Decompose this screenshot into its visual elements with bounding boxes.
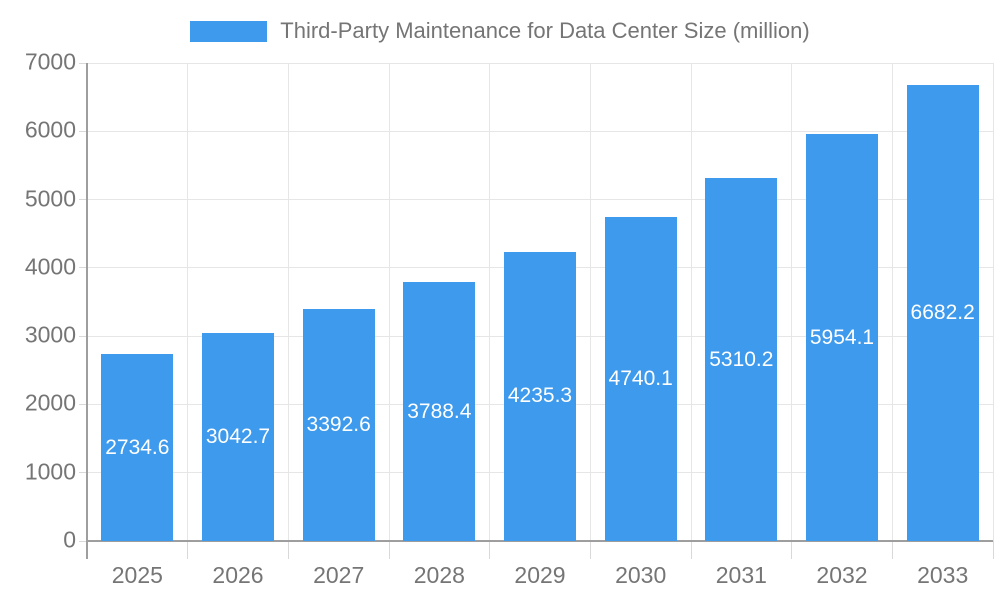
y-tick [79, 335, 87, 337]
bar-value-label: 4740.1 [608, 367, 673, 391]
y-gridline [87, 130, 993, 132]
x-gridline [992, 63, 994, 541]
chart-title: Third-Party Maintenance for Data Center … [280, 18, 810, 43]
x-axis-label: 2027 [313, 562, 365, 588]
y-axis-label: 0 [63, 526, 76, 553]
bar-value-label: 3788.4 [407, 399, 472, 423]
bar-value-label: 5954.1 [809, 325, 875, 349]
chart-legend: Third-Party Maintenance for Data Center … [0, 18, 1000, 43]
x-tick [690, 541, 692, 559]
bar-value-label: 6682.2 [910, 300, 975, 324]
y-axis-line [86, 63, 88, 559]
y-axis-label: 7000 [24, 48, 76, 75]
y-gridline [87, 199, 993, 201]
bar-2029 [504, 252, 576, 541]
bar-2026 [202, 333, 274, 541]
bar-2028 [403, 282, 475, 541]
y-axis-label: 4000 [24, 253, 76, 280]
bar-2033 [907, 85, 979, 541]
bar-value-label: 4235.3 [507, 384, 573, 408]
y-tick [79, 267, 87, 269]
y-axis-label: 1000 [24, 458, 76, 485]
x-tick [791, 541, 793, 559]
bar-2025 [101, 354, 173, 541]
bar-value-label: 3042.7 [205, 425, 271, 449]
x-gridline [589, 63, 591, 541]
x-gridline [489, 63, 491, 541]
x-tick [187, 541, 189, 559]
y-axis-label: 2000 [24, 390, 76, 417]
y-gridline [87, 62, 993, 64]
bar-2031 [705, 178, 777, 541]
y-tick [79, 199, 87, 201]
y-tick [79, 130, 87, 132]
y-axis-label: 5000 [24, 185, 76, 212]
bar-value-label: 5310.2 [709, 347, 774, 371]
y-axis-label: 3000 [24, 321, 76, 348]
x-axis-label: 2026 [212, 562, 264, 588]
x-axis-label: 2030 [615, 562, 667, 588]
bar-value-label: 3392.6 [306, 413, 371, 437]
x-gridline [690, 63, 692, 541]
y-tick [79, 403, 87, 405]
x-axis-label: 2033 [917, 562, 969, 588]
bar-2030 [605, 217, 677, 541]
bar-2027 [303, 309, 375, 541]
x-gridline [187, 63, 189, 541]
x-axis-line [87, 540, 993, 542]
x-axis-label: 2025 [111, 562, 163, 588]
x-gridline [287, 63, 289, 541]
x-gridline [388, 63, 390, 541]
x-axis-label: 2029 [514, 562, 566, 588]
x-axis-label: 2032 [816, 562, 868, 588]
x-tick [489, 541, 491, 559]
y-tick [79, 540, 87, 542]
y-tick [79, 472, 87, 474]
legend-swatch [190, 20, 268, 42]
bar-value-label: 2734.6 [105, 435, 170, 459]
x-gridline [791, 63, 793, 541]
x-tick [287, 541, 289, 559]
x-tick [891, 541, 893, 559]
y-tick [79, 62, 87, 64]
x-axis-label: 2028 [413, 562, 465, 588]
bar-2032 [806, 134, 878, 541]
x-axis-label: 2031 [715, 562, 767, 588]
x-tick [388, 541, 390, 559]
y-axis-label: 6000 [24, 116, 76, 143]
x-tick [589, 541, 591, 559]
x-gridline [891, 63, 893, 541]
x-tick [992, 541, 994, 559]
